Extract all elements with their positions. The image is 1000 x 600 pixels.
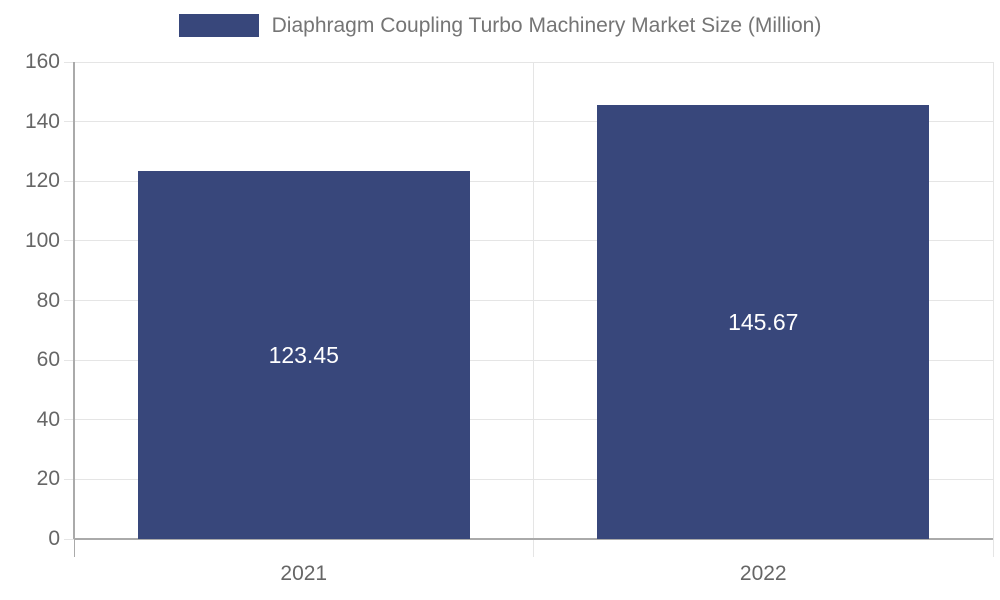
- bar[interactable]: [137, 170, 470, 539]
- y-tick: [64, 359, 74, 361]
- y-axis-label: 80: [36, 288, 60, 312]
- y-tick: [64, 419, 74, 421]
- legend-label: Diaphragm Coupling Turbo Machinery Marke…: [271, 14, 822, 37]
- x-axis-label: 2021: [280, 562, 328, 585]
- y-axis-label: 140: [24, 109, 60, 133]
- bar-value-label: 145.67: [728, 308, 799, 335]
- x-gridline: [533, 62, 534, 539]
- y-axis-line: [73, 62, 75, 539]
- x-gridline: [992, 62, 994, 539]
- y-tick: [64, 180, 74, 182]
- legend-swatch: [178, 14, 259, 37]
- y-axis-label: 160: [24, 50, 60, 73]
- y-axis-label: 0: [48, 527, 60, 550]
- y-tick: [64, 538, 74, 540]
- bar-value-label: 123.45: [268, 341, 339, 368]
- y-axis-label: 20: [36, 467, 60, 491]
- x-tick: [73, 539, 75, 557]
- x-axis-label: 2022: [739, 562, 787, 585]
- y-tick: [64, 300, 74, 301]
- y-tick: [64, 61, 74, 63]
- legend[interactable]: Diaphragm Coupling Turbo Machinery Marke…: [0, 14, 1000, 37]
- x-tick: [533, 539, 534, 557]
- y-axis-label: 120: [24, 169, 60, 193]
- y-axis-label: 100: [24, 228, 60, 252]
- y-axis-label: 60: [36, 348, 60, 372]
- x-tick: [992, 539, 994, 557]
- y-axis-label: 40: [36, 407, 60, 431]
- x-axis-line: [74, 538, 993, 540]
- y-tick: [64, 121, 74, 123]
- bar[interactable]: [597, 104, 930, 539]
- y-tick: [64, 240, 74, 242]
- y-tick: [64, 478, 74, 480]
